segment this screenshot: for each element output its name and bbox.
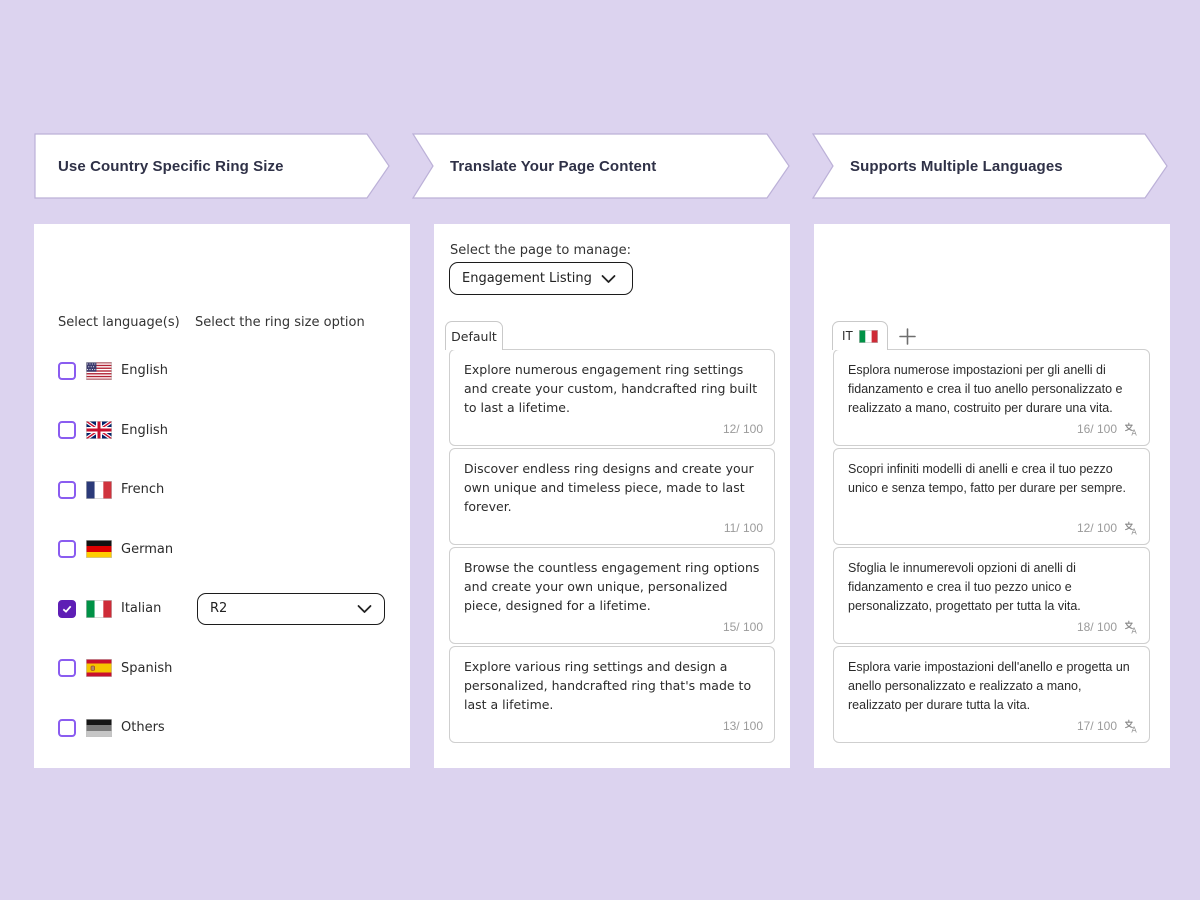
default-content-list: Explore numerous engagement ring setting…: [449, 349, 775, 745]
translation-input[interactable]: Sfoglia le innumerevoli opzioni di anell…: [833, 547, 1150, 644]
chevron-down-icon: [357, 604, 372, 613]
description-text: Discover endless ring designs and create…: [464, 461, 754, 514]
de-flag-icon: [86, 540, 112, 559]
translation-input[interactable]: Esplora varie impostazioni dell'anello e…: [833, 646, 1150, 743]
translate-icon[interactable]: A: [1124, 521, 1138, 535]
others-checkbox[interactable]: [58, 718, 76, 737]
char-counter: 11/ 100: [723, 521, 763, 535]
char-counter: 16/ 100: [1076, 422, 1117, 436]
tab-label: IT: [841, 329, 854, 343]
page-content-panel: Select the page to manage: Engagement Li…: [434, 224, 790, 768]
uk-flag-icon: [86, 421, 112, 440]
language-row-english-us: English: [34, 341, 410, 401]
description-input[interactable]: Explore various ring settings and design…: [449, 646, 775, 743]
es-flag-icon: [86, 659, 112, 678]
language-list: English English: [34, 341, 410, 758]
description-text: Explore numerous engagement ring setting…: [464, 362, 758, 415]
add-language-tab-button[interactable]: [896, 325, 918, 347]
language-row-spanish: Spanish: [34, 639, 410, 699]
language-label: English: [121, 422, 168, 438]
language-label: Others: [121, 720, 165, 736]
it-flag-icon: [86, 599, 112, 618]
ring-size-value: R2: [210, 601, 228, 617]
char-counter: 15/ 100: [722, 620, 763, 634]
arrow-banner-shape: [34, 133, 390, 199]
arrow-banner-shape: [412, 133, 790, 199]
ring-size-select[interactable]: R2: [197, 592, 385, 625]
translation-input[interactable]: Scopri infiniti modelli di anelli e crea…: [833, 448, 1150, 545]
language-label: English: [121, 363, 168, 379]
char-counter: 12/ 100: [722, 422, 763, 436]
italian-checkbox[interactable]: [58, 599, 76, 618]
english-uk-checkbox[interactable]: [58, 421, 76, 440]
char-counter: 17/ 100: [1076, 719, 1117, 733]
translation-text: Scopri infiniti modelli di anelli e crea…: [848, 462, 1126, 495]
description-input[interactable]: Explore numerous engagement ring setting…: [449, 349, 775, 446]
check-icon: [62, 605, 72, 613]
step-header-ring-size: Use Country Specific Ring Size: [34, 133, 390, 199]
language-row-italian: Italian R2: [34, 579, 410, 639]
french-checkbox[interactable]: [58, 480, 76, 499]
char-counter: 12/ 100: [1076, 521, 1117, 535]
plus-icon: [898, 327, 916, 345]
translate-icon[interactable]: A: [1124, 620, 1138, 634]
arrow-banner-shape: [812, 133, 1168, 199]
translate-icon[interactable]: A: [1124, 719, 1138, 733]
page-select-label: Select the page to manage:: [450, 243, 631, 258]
tab-default[interactable]: Default: [445, 321, 503, 350]
description-input[interactable]: Browse the countless engagement ring opt…: [449, 547, 775, 644]
description-text: Explore various ring settings and design…: [464, 659, 752, 712]
it-flag-icon: [859, 329, 878, 343]
generic-flag-icon: [86, 718, 112, 737]
fr-flag-icon: [86, 480, 112, 499]
chevron-down-icon: [601, 274, 616, 283]
char-counter: 13/ 100: [722, 719, 763, 733]
language-label: French: [121, 482, 165, 498]
page-select-value: Engagement Listing: [462, 271, 592, 286]
language-label: Spanish: [121, 660, 173, 676]
page-select[interactable]: Engagement Listing: [449, 262, 633, 295]
language-row-french: French: [34, 460, 410, 520]
translation-text: Esplora numerose impostazioni per gli an…: [848, 363, 1123, 415]
language-selection-panel: Select language(s) Select the ring size …: [34, 224, 410, 768]
spanish-checkbox[interactable]: [58, 659, 76, 678]
step-title: Translate Your Page Content: [450, 157, 657, 175]
language-label: German: [121, 541, 174, 557]
language-label: Italian: [121, 601, 162, 617]
us-flag-icon: [86, 361, 112, 380]
step-title: Supports Multiple Languages: [850, 157, 1063, 175]
svg-text:A: A: [1131, 626, 1137, 634]
translations-panel: IT Esplora numerose impostazioni per gli…: [814, 224, 1170, 768]
german-checkbox[interactable]: [58, 540, 76, 559]
ring-size-option-header: Select the ring size option: [195, 315, 365, 330]
translation-input[interactable]: Esplora numerose impostazioni per gli an…: [833, 349, 1150, 446]
tab-italian[interactable]: IT: [832, 321, 888, 350]
translation-text: Sfoglia le innumerevoli opzioni di anell…: [848, 561, 1081, 613]
translation-text: Esplora varie impostazioni dell'anello e…: [848, 660, 1130, 712]
svg-text:A: A: [1131, 428, 1137, 436]
description-input[interactable]: Discover endless ring designs and create…: [449, 448, 775, 545]
step-header-translate: Translate Your Page Content: [412, 133, 790, 199]
svg-text:A: A: [1131, 527, 1137, 535]
description-text: Browse the countless engagement ring opt…: [464, 560, 760, 613]
svg-text:A: A: [1131, 725, 1137, 733]
select-languages-header: Select language(s): [58, 315, 180, 330]
english-us-checkbox[interactable]: [58, 361, 76, 380]
language-row-english-uk: English: [34, 401, 410, 461]
char-counter: 18/ 100: [1076, 620, 1117, 634]
translate-icon[interactable]: A: [1124, 422, 1138, 436]
translation-content-list: Esplora numerose impostazioni per gli an…: [833, 349, 1150, 745]
language-row-german: German: [34, 520, 410, 580]
step-title: Use Country Specific Ring Size: [58, 157, 284, 175]
step-header-languages: Supports Multiple Languages: [812, 133, 1168, 199]
language-row-others: Others: [34, 698, 410, 758]
tab-label: Default: [451, 328, 497, 344]
